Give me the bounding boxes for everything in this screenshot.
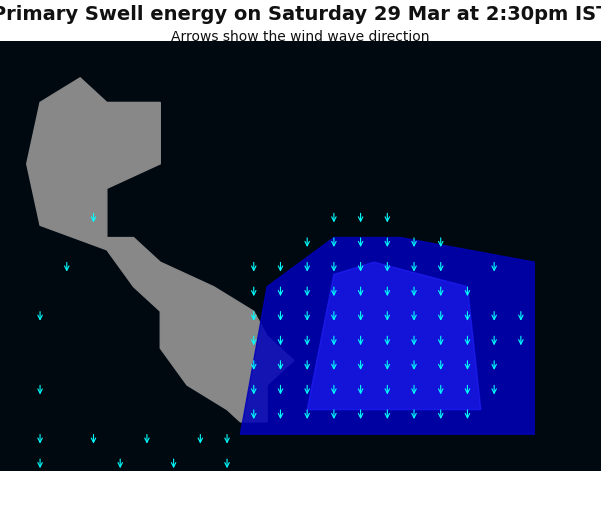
Text: Arrows show the wind wave direction: Arrows show the wind wave direction	[171, 30, 430, 44]
Polygon shape	[26, 78, 294, 422]
Polygon shape	[240, 238, 534, 434]
Text: Primary Swell energy on Saturday 29 Mar at 2:30pm IST: Primary Swell energy on Saturday 29 Mar …	[0, 5, 601, 24]
Polygon shape	[307, 262, 481, 410]
